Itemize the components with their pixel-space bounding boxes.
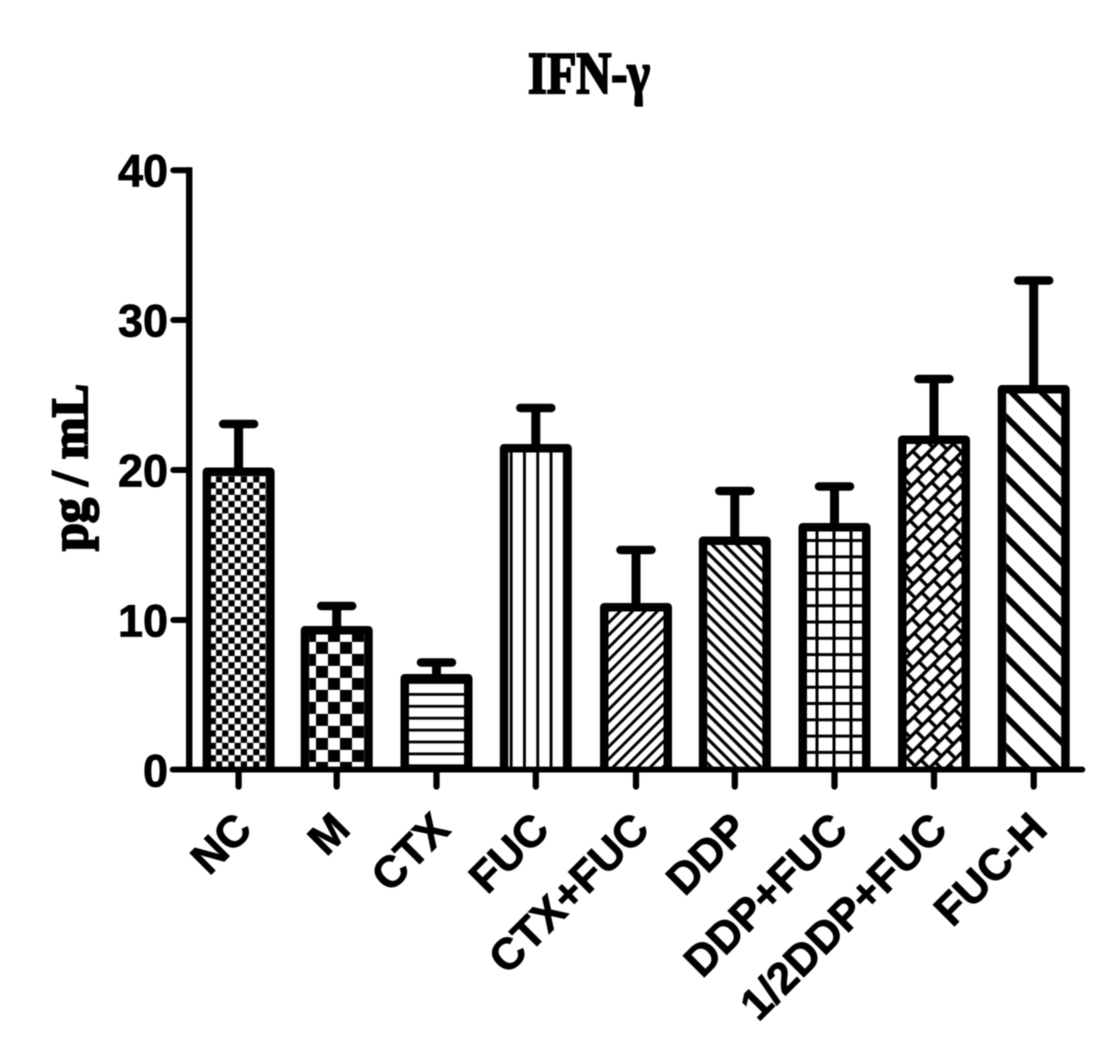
- svg-text:30: 30: [118, 295, 168, 346]
- svg-text:20: 20: [118, 445, 168, 496]
- svg-text:10: 10: [118, 595, 168, 646]
- svg-text:0: 0: [143, 745, 168, 796]
- svg-text:40: 40: [118, 145, 168, 196]
- svg-text:IFN-γ: IFN-γ: [528, 40, 650, 106]
- svg-text:pg / mL: pg / mL: [42, 384, 99, 551]
